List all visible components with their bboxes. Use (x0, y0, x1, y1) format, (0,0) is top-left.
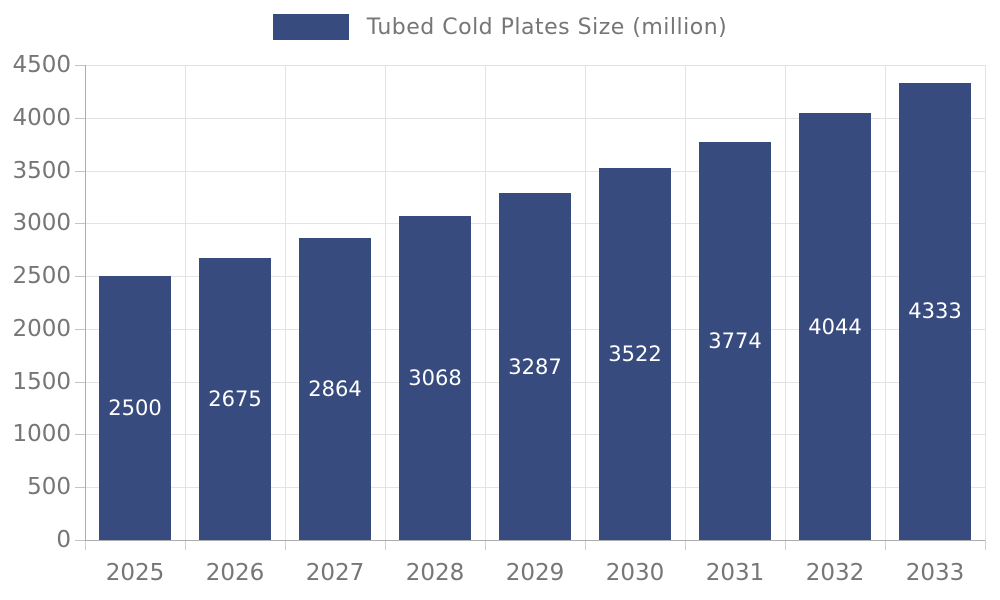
x-tick-label: 2029 (505, 560, 565, 586)
y-axis-line (85, 65, 86, 541)
gridline-vertical (685, 65, 686, 540)
bar-value-label: 3068 (408, 366, 462, 391)
bar-value-label: 2864 (308, 376, 362, 401)
gridline-horizontal (85, 65, 985, 66)
y-axis-tick (75, 65, 85, 66)
x-tick-label: 2028 (405, 560, 465, 586)
bar: 4333 (899, 82, 971, 540)
y-axis-tick (75, 223, 85, 225)
legend-swatch (272, 14, 349, 40)
y-tick-label: 3500 (12, 157, 71, 184)
y-axis-tick (75, 540, 85, 541)
gridline-vertical (185, 65, 186, 540)
bar: 3068 (399, 216, 471, 540)
y-tick-label: 2000 (12, 315, 71, 342)
x-tick-label: 2025 (105, 560, 165, 586)
bar: 2500 (99, 276, 171, 540)
x-axis-tick (585, 540, 586, 550)
gridline-vertical (485, 65, 486, 540)
gridline-vertical (785, 65, 786, 540)
gridline-horizontal (85, 117, 985, 119)
x-axis-tick (785, 540, 786, 550)
y-axis-tick (75, 434, 85, 436)
x-axis-tick (985, 540, 986, 550)
x-tick-label: 2026 (205, 560, 265, 586)
gridline-vertical (385, 65, 386, 540)
bar-value-label: 3522 (608, 342, 662, 367)
y-tick-label: 500 (27, 474, 71, 501)
y-axis-tick (75, 381, 85, 383)
x-axis-tick (885, 540, 886, 550)
y-tick-label: 4000 (12, 104, 71, 131)
y-tick-label: 1500 (12, 368, 71, 395)
bar: 3774 (699, 141, 771, 540)
bar-value-label: 3774 (708, 328, 762, 353)
bar: 4044 (799, 113, 871, 540)
y-axis-tick (75, 487, 85, 489)
bar-value-label: 2675 (208, 386, 262, 411)
bar-value-label: 4333 (908, 299, 962, 324)
gridline-vertical (985, 65, 986, 540)
x-tick-label: 2033 (905, 560, 965, 586)
y-tick-label: 3000 (12, 210, 71, 237)
legend: Tubed Cold Plates Size (million) (0, 14, 1000, 40)
bar-value-label: 3287 (508, 354, 562, 379)
gridline-vertical (585, 65, 586, 540)
x-tick-label: 2030 (605, 560, 665, 586)
bar-value-label: 4044 (808, 314, 862, 339)
y-axis-tick (75, 276, 85, 278)
gridline-horizontal (85, 170, 985, 172)
bar: 3522 (599, 168, 671, 540)
x-tick-label: 2032 (805, 560, 865, 586)
y-tick-label: 4500 (12, 52, 71, 78)
x-tick-label: 2031 (705, 560, 765, 586)
x-axis-tick (385, 540, 386, 550)
y-tick-label: 0 (56, 527, 71, 553)
x-axis-tick (685, 540, 686, 550)
legend-label: Tubed Cold Plates Size (million) (366, 14, 728, 40)
gridline-vertical (885, 65, 886, 540)
y-axis-tick (75, 328, 85, 330)
bar: 3287 (499, 193, 571, 540)
x-axis-tick (485, 540, 486, 550)
gridline-vertical (285, 65, 286, 540)
x-axis-tick (285, 540, 286, 550)
x-axis-tick (185, 540, 186, 550)
x-axis-tick (85, 540, 86, 550)
y-tick-label: 1000 (12, 421, 71, 448)
x-tick-label: 2027 (305, 560, 365, 586)
bar-value-label: 2500 (108, 396, 162, 421)
x-axis-line (85, 540, 985, 541)
bar: 2675 (199, 257, 271, 540)
y-tick-label: 2500 (12, 263, 71, 290)
y-axis-tick (75, 170, 85, 172)
bar: 2864 (299, 237, 371, 540)
y-axis-tick (75, 117, 85, 119)
